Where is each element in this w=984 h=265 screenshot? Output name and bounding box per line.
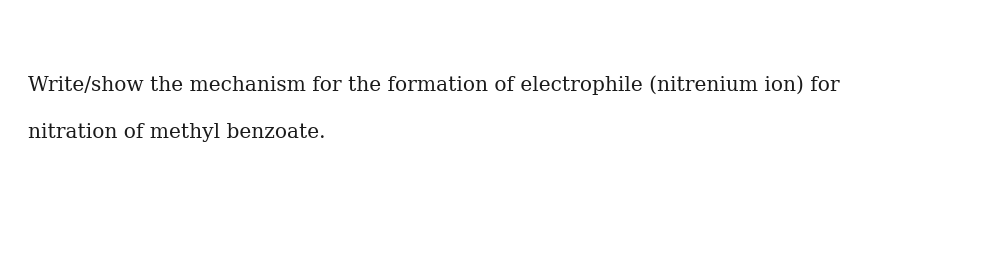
- Text: Write/show the mechanism for the formation of electrophile (nitrenium ion) for: Write/show the mechanism for the formati…: [28, 75, 839, 95]
- Text: nitration of methyl benzoate.: nitration of methyl benzoate.: [28, 123, 325, 142]
